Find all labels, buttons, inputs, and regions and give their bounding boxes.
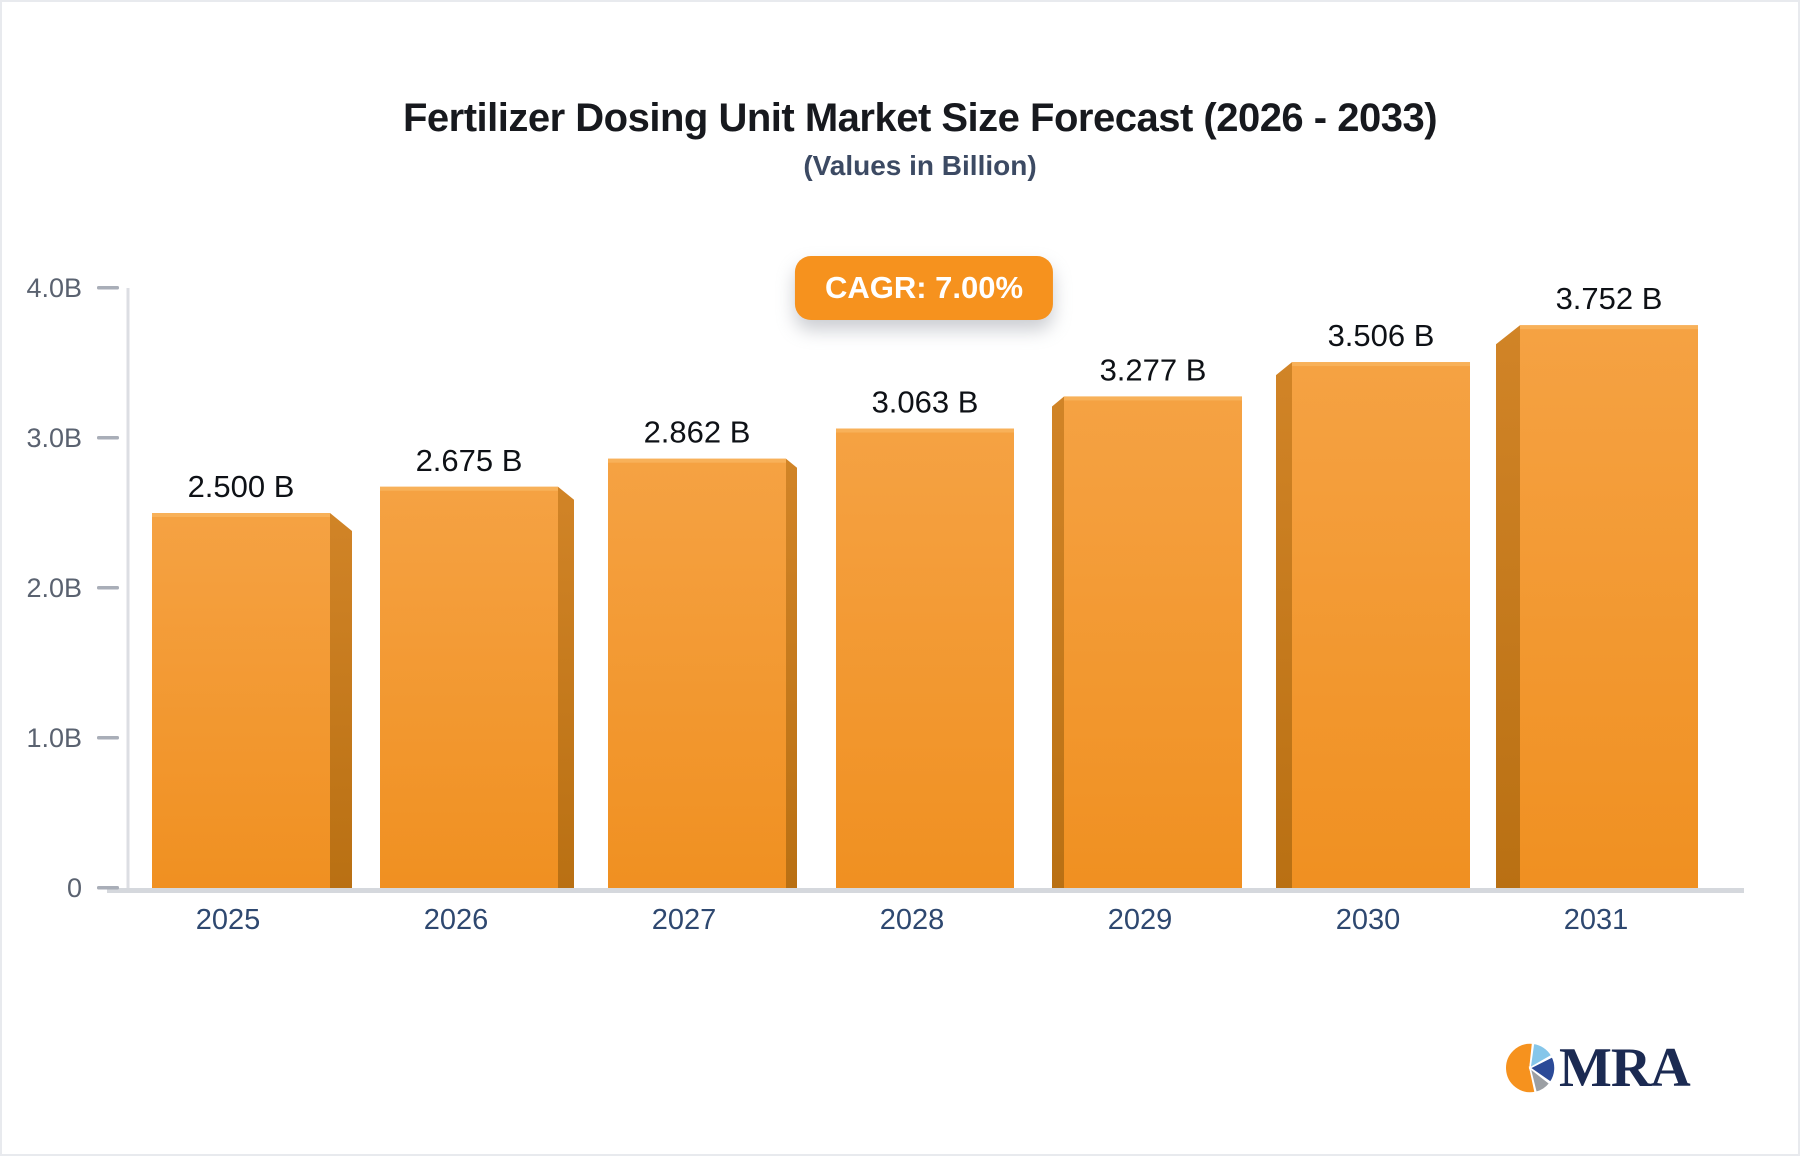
pie-slice-lightblue xyxy=(1529,1042,1553,1070)
chart-title: Fertilizer Dosing Unit Market Size Forec… xyxy=(402,96,1438,140)
bar-side-face xyxy=(1276,362,1292,889)
chart-subtitle: (Values in Billion) xyxy=(803,150,1037,181)
y-tick-label: 1.0B xyxy=(26,723,82,753)
bar-value-label: 2.500 B xyxy=(188,469,295,504)
bar xyxy=(1064,396,1242,888)
bar-side-face xyxy=(330,513,352,888)
bar-value-label: 3.752 B xyxy=(1556,281,1663,316)
bar-top-highlight xyxy=(1520,325,1698,330)
bar xyxy=(380,486,558,888)
bar-side-face xyxy=(786,458,797,888)
bar-value-label: 2.675 B xyxy=(416,443,523,478)
x-axis-label: 2027 xyxy=(652,904,717,936)
y-axis-line xyxy=(126,288,130,893)
pie-logo-icon xyxy=(1504,1042,1556,1094)
y-tick-mark xyxy=(97,886,119,890)
y-tick-mark xyxy=(97,586,119,590)
y-tick-label: 2.0B xyxy=(26,573,82,603)
x-axis-baseline xyxy=(107,888,1744,893)
y-tick-mark xyxy=(97,436,119,440)
pie-slice-blue xyxy=(1528,1055,1556,1084)
bar xyxy=(836,428,1014,888)
y-tick-label: 0 xyxy=(67,873,82,903)
bar-top-highlight xyxy=(1064,396,1242,401)
pie-slice-gray xyxy=(1528,1066,1551,1094)
bar-value-label: 3.063 B xyxy=(872,385,979,420)
bar-value-label: 3.506 B xyxy=(1328,318,1435,353)
bar xyxy=(1292,362,1470,889)
bar-side-face xyxy=(1052,396,1064,888)
bar-top-highlight xyxy=(608,458,786,463)
x-axis-label: 2029 xyxy=(1108,904,1173,936)
y-tick-label: 3.0B xyxy=(26,423,82,453)
bar-side-face xyxy=(1496,325,1520,888)
bar-value-label: 3.277 B xyxy=(1100,352,1207,387)
brand-logo-text: MRA xyxy=(1559,1037,1691,1099)
y-tick-label: 4.0B xyxy=(26,273,82,303)
bar xyxy=(1520,325,1698,888)
brand-logo: MRA xyxy=(1504,1037,1691,1099)
x-axis-label: 2030 xyxy=(1336,904,1401,936)
bar-value-label: 2.862 B xyxy=(644,415,751,450)
y-tick-mark xyxy=(97,286,119,290)
x-axis-label: 2026 xyxy=(424,904,489,936)
bar-top-highlight xyxy=(1292,362,1470,367)
bar-side-face xyxy=(558,486,574,888)
bar xyxy=(608,458,786,888)
y-tick-mark xyxy=(97,736,119,740)
x-axis-label: 2025 xyxy=(196,904,261,936)
bar-top-highlight xyxy=(836,428,1014,433)
pie-slice-orange xyxy=(1504,1042,1537,1094)
bar xyxy=(152,513,330,888)
bar-top-highlight xyxy=(152,513,330,517)
x-axis-label: 2028 xyxy=(880,904,945,936)
bar-top-highlight xyxy=(380,486,558,491)
x-axis-label: 2031 xyxy=(1564,904,1629,936)
cagr-badge: CAGR: 7.00% xyxy=(794,256,1054,320)
